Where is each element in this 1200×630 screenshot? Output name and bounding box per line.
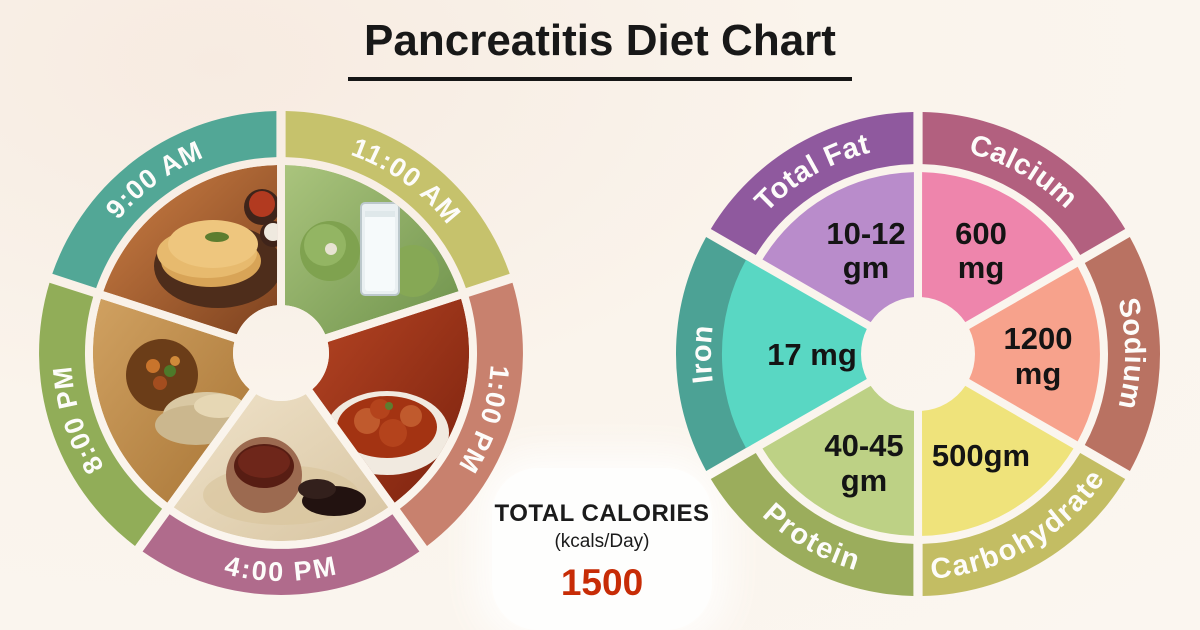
meal-photo-4pm xyxy=(173,394,389,542)
nutrient-value-calcium-line1: 600 xyxy=(955,216,1007,251)
nutrient-ring-arc-calcium xyxy=(922,112,1126,255)
meal-photo-9am xyxy=(103,165,278,335)
nutrient-value-sodium-line2: mg xyxy=(1015,356,1062,391)
meal-ring-arc-9am xyxy=(52,111,277,289)
meal-ring-arc-8pm xyxy=(39,282,163,546)
total-calories-title: TOTAL CALORIES xyxy=(494,500,710,527)
header: Pancreatitis Diet Chart xyxy=(0,0,1200,82)
nutrient-wheel: Total Fat Calcium Sodium Carbohydrate Pr… xyxy=(675,112,1161,596)
nutrient-ring-arc-sodium xyxy=(1084,237,1161,471)
total-calories: TOTAL CALORIES (kcals/Day) 1500 xyxy=(492,500,712,604)
nutrient-value-sodium-line1: 1200 xyxy=(1004,321,1073,356)
meal-times-wheel: 9:00 AM 11:00 AM 1:00 PM 4:00 PM 8:00 PM xyxy=(39,111,523,595)
calories-backdrop xyxy=(492,468,712,630)
nutrient-slice-iron xyxy=(721,259,867,449)
nutrient-value-calcium-line2: mg xyxy=(958,250,1005,285)
meal-ring-arc-1pm xyxy=(399,282,523,546)
nutrient-value-carbohydrate: 500gm xyxy=(932,438,1030,473)
nutrient-slice-total-fat xyxy=(762,172,914,323)
nutrient-value-total-fat-line2: gm xyxy=(843,250,890,285)
meal-photo-11am xyxy=(284,165,459,335)
nutrient-value-protein-line2: gm xyxy=(841,463,888,498)
nutrient-slice-protein xyxy=(762,385,914,536)
title-underline xyxy=(348,77,852,82)
meal-ring-arc-11am xyxy=(285,111,510,289)
meal-ring-arc-4pm xyxy=(142,514,420,595)
meal-photo-8pm xyxy=(92,298,250,503)
total-calories-unit: (kcals/Day) xyxy=(554,531,650,552)
nutrient-label-iron: Iron xyxy=(686,323,720,385)
nutrient-ring-arc-protein xyxy=(710,453,914,596)
nutrient-value-iron: 17 mg xyxy=(767,337,857,372)
nutrient-slice-carbohydrate xyxy=(922,385,1074,536)
nutrient-ring-arc-carbohydrate xyxy=(922,453,1126,596)
nutrient-ring-arc-total-fat xyxy=(710,112,914,255)
nutrient-slice-calcium xyxy=(922,172,1074,323)
total-calories-value: 1500 xyxy=(560,562,644,603)
page-title: Pancreatitis Diet Chart xyxy=(364,16,836,65)
nutrient-slice-sodium xyxy=(969,266,1100,442)
nutrient-value-protein-line1: 40-45 xyxy=(824,428,903,463)
nutrient-value-total-fat-line1: 10-12 xyxy=(826,216,905,251)
